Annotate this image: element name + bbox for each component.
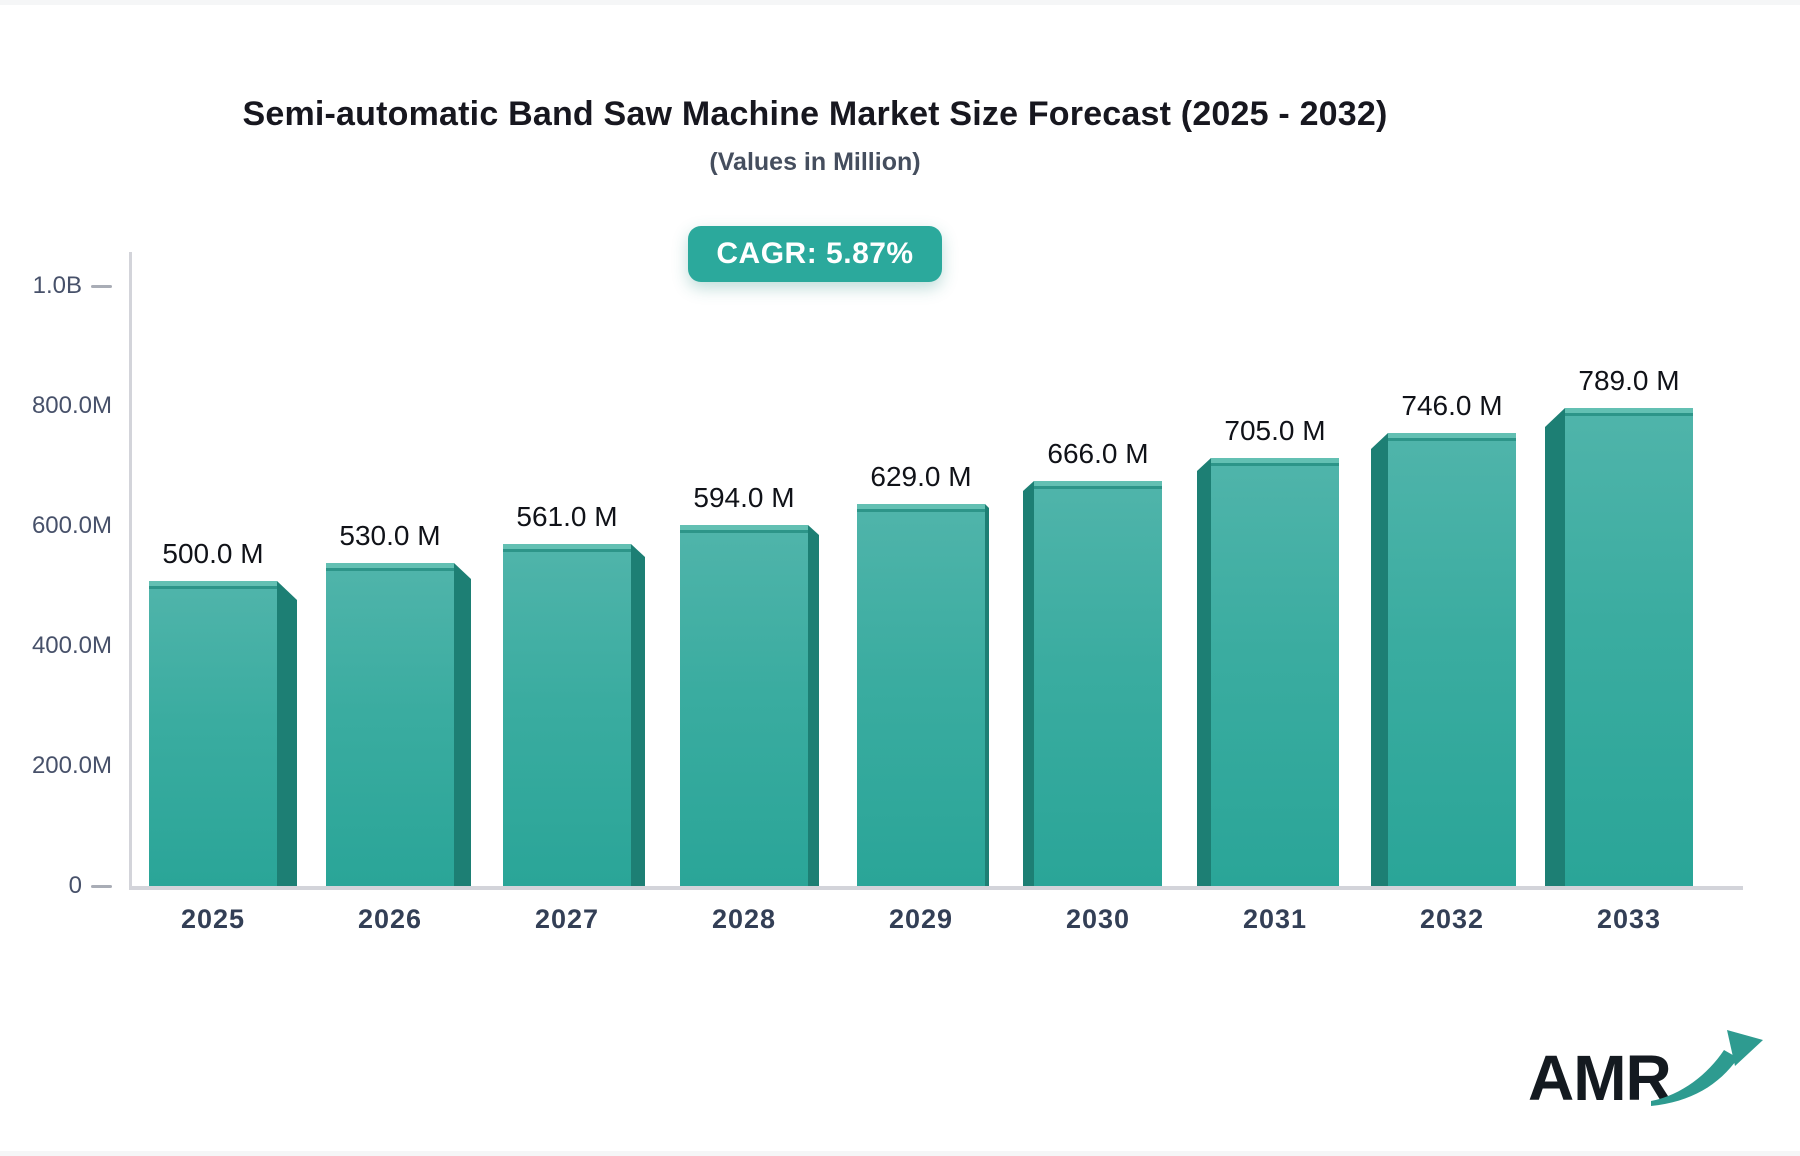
y-tick-row-200.0M: 200.0M bbox=[0, 751, 112, 781]
y-tick-label: 400.0M bbox=[31, 632, 112, 659]
bar-cap-2029 bbox=[857, 504, 985, 509]
bar-cap-2025 bbox=[149, 581, 277, 586]
bar-side-2029 bbox=[985, 504, 989, 886]
x-tick-label-2029: 2029 bbox=[888, 904, 954, 934]
y-tick-row-0: 0 bbox=[0, 871, 112, 901]
x-tick-label-2026: 2026 bbox=[357, 904, 423, 934]
bar-value-label-2031: 705.0 M bbox=[1224, 415, 1326, 446]
bar-side-2030 bbox=[1023, 481, 1034, 886]
cagr-badge: CAGR: 5.87% bbox=[688, 226, 942, 282]
y-tick-row-1.0B: 1.0B bbox=[0, 271, 112, 301]
bar-2028[interactable] bbox=[680, 530, 808, 886]
y-tick-dash bbox=[91, 284, 112, 288]
page-title: Semi-automatic Band Saw Machine Market S… bbox=[242, 95, 1388, 133]
chart-subtitle: (Values in Million) bbox=[709, 148, 921, 176]
y-tick-row-800.0M: 800.0M bbox=[0, 391, 112, 421]
y-tick-dash bbox=[91, 884, 112, 888]
bar-cap-2031 bbox=[1211, 458, 1339, 463]
bar-value-label-2030: 666.0 M bbox=[1047, 438, 1149, 469]
bar-2025[interactable] bbox=[149, 586, 277, 886]
bar-value-label-2029: 629.0 M bbox=[870, 461, 972, 492]
x-tick-label-2028: 2028 bbox=[711, 904, 777, 934]
amr-logo: AMR bbox=[1528, 1028, 1767, 1110]
y-tick-label: 600.0M bbox=[31, 512, 112, 539]
bar-side-2033 bbox=[1545, 408, 1565, 886]
bar-side-2031 bbox=[1197, 458, 1211, 886]
bar-value-label-2032: 746.0 M bbox=[1401, 390, 1503, 421]
x-tick-label-2032: 2032 bbox=[1419, 904, 1485, 934]
y-tick-label: 0 bbox=[68, 872, 82, 899]
y-tick-row-600.0M: 600.0M bbox=[0, 511, 112, 541]
bar-side-2025 bbox=[277, 581, 297, 886]
x-tick-label-2033: 2033 bbox=[1596, 904, 1662, 934]
bar-side-2028 bbox=[808, 525, 819, 886]
trend-arrow-icon bbox=[1650, 1030, 1763, 1106]
amr-logo-text: AMR bbox=[1528, 1042, 1672, 1114]
bar-2026[interactable] bbox=[326, 568, 454, 886]
bar-cap-2028 bbox=[680, 525, 808, 530]
bar-side-2032 bbox=[1371, 433, 1388, 886]
bar-cap-2032 bbox=[1388, 433, 1516, 438]
x-tick-label-2030: 2030 bbox=[1065, 904, 1131, 934]
bar-2031[interactable] bbox=[1211, 463, 1339, 886]
y-tick-label: 200.0M bbox=[31, 752, 112, 779]
bar-value-label-2025: 500.0 M bbox=[162, 538, 264, 569]
bar-cap-2033 bbox=[1565, 408, 1693, 413]
y-tick-label: 1.0B bbox=[32, 272, 82, 299]
bar-2033[interactable] bbox=[1565, 413, 1693, 886]
bar-side-2026 bbox=[454, 563, 471, 886]
bar-side-2027 bbox=[631, 544, 645, 886]
x-tick-label-2031: 2031 bbox=[1242, 904, 1308, 934]
frame-strip-bottom bbox=[0, 1151, 1800, 1156]
bar-2027[interactable] bbox=[503, 549, 631, 886]
frame-strip-top bbox=[0, 0, 1800, 5]
x-axis-line bbox=[129, 886, 1743, 890]
x-tick-label-2027: 2027 bbox=[534, 904, 600, 934]
y-axis-line bbox=[129, 252, 132, 888]
bar-value-label-2026: 530.0 M bbox=[339, 520, 441, 551]
bar-value-label-2033: 789.0 M bbox=[1578, 365, 1680, 396]
cagr-badge-wrap: CAGR: 5.87% bbox=[0, 226, 1630, 282]
x-tick-label-2025: 2025 bbox=[180, 904, 246, 934]
y-tick-label: 800.0M bbox=[31, 392, 112, 419]
bar-2030[interactable] bbox=[1034, 486, 1162, 886]
bar-2032[interactable] bbox=[1388, 438, 1516, 886]
bar-cap-2026 bbox=[326, 563, 454, 568]
bar-cap-2030 bbox=[1034, 481, 1162, 486]
bar-cap-2027 bbox=[503, 544, 631, 549]
bar-value-label-2027: 561.0 M bbox=[516, 501, 618, 532]
bar-2029[interactable] bbox=[857, 509, 985, 886]
bar-value-label-2028: 594.0 M bbox=[693, 482, 795, 513]
y-tick-row-400.0M: 400.0M bbox=[0, 631, 112, 661]
